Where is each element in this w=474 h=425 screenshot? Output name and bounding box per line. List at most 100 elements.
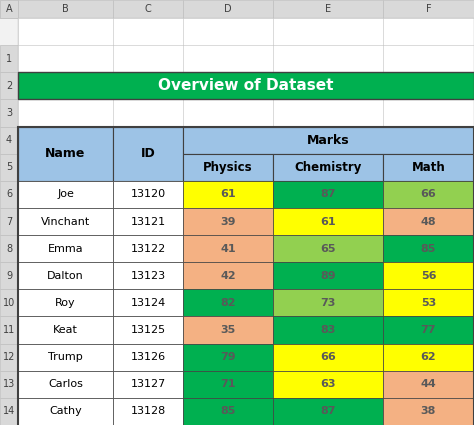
Text: 85: 85 bbox=[421, 244, 436, 254]
Text: 41: 41 bbox=[220, 244, 236, 254]
Bar bbox=[0, 235, 18, 262]
Bar bbox=[273, 343, 383, 371]
Bar bbox=[18, 343, 113, 371]
Bar bbox=[0, 371, 18, 398]
Bar bbox=[0, 72, 18, 99]
Bar bbox=[0, 0, 18, 18]
Text: 13: 13 bbox=[3, 379, 15, 389]
Text: 71: 71 bbox=[220, 379, 236, 389]
Text: 89: 89 bbox=[320, 271, 336, 281]
Text: Vinchant: Vinchant bbox=[41, 216, 90, 227]
Bar bbox=[18, 72, 474, 99]
Bar bbox=[383, 343, 474, 371]
Bar bbox=[183, 127, 474, 154]
Bar bbox=[183, 371, 273, 398]
Text: 35: 35 bbox=[220, 325, 236, 335]
Bar bbox=[183, 398, 273, 425]
Bar bbox=[273, 262, 383, 289]
Bar bbox=[113, 181, 183, 208]
Bar bbox=[0, 208, 18, 235]
Bar bbox=[183, 317, 273, 343]
Text: 10: 10 bbox=[3, 298, 15, 308]
Text: 53: 53 bbox=[421, 298, 436, 308]
Bar bbox=[0, 343, 18, 371]
Text: Dalton: Dalton bbox=[47, 271, 84, 281]
Text: 66: 66 bbox=[320, 352, 336, 362]
Text: Name: Name bbox=[46, 147, 86, 160]
Bar bbox=[273, 371, 383, 398]
Text: 62: 62 bbox=[421, 352, 436, 362]
Text: Keat: Keat bbox=[53, 325, 78, 335]
Bar bbox=[383, 371, 474, 398]
Bar bbox=[273, 398, 383, 425]
Bar bbox=[183, 208, 273, 235]
Text: 83: 83 bbox=[320, 325, 336, 335]
Text: 73: 73 bbox=[320, 298, 336, 308]
Bar bbox=[273, 181, 383, 208]
Text: 6: 6 bbox=[6, 190, 12, 199]
Text: 87: 87 bbox=[320, 406, 336, 416]
Bar bbox=[113, 371, 183, 398]
Text: 38: 38 bbox=[421, 406, 436, 416]
Bar bbox=[0, 99, 18, 127]
Text: 63: 63 bbox=[320, 379, 336, 389]
Bar bbox=[183, 235, 273, 262]
Bar bbox=[183, 0, 273, 18]
Text: 9: 9 bbox=[6, 271, 12, 281]
Text: F: F bbox=[426, 4, 431, 14]
Text: Chemistry: Chemistry bbox=[294, 161, 362, 174]
Text: E: E bbox=[325, 4, 331, 14]
Bar bbox=[383, 317, 474, 343]
Text: 61: 61 bbox=[320, 216, 336, 227]
Text: Trump: Trump bbox=[48, 352, 83, 362]
Bar bbox=[113, 235, 183, 262]
Bar bbox=[18, 398, 113, 425]
Text: Math: Math bbox=[411, 161, 446, 174]
Text: 12: 12 bbox=[3, 352, 15, 362]
Text: 13121: 13121 bbox=[130, 216, 165, 227]
Bar bbox=[383, 154, 474, 181]
Text: Cathy: Cathy bbox=[49, 406, 82, 416]
Bar bbox=[383, 262, 474, 289]
Bar bbox=[0, 181, 18, 208]
Bar bbox=[0, 398, 18, 425]
Text: Carlos: Carlos bbox=[48, 379, 83, 389]
Text: 14: 14 bbox=[3, 406, 15, 416]
Bar bbox=[273, 235, 383, 262]
Bar bbox=[18, 317, 113, 343]
Polygon shape bbox=[2, 2, 16, 16]
Bar bbox=[383, 0, 474, 18]
Bar bbox=[0, 127, 18, 154]
Bar bbox=[183, 154, 273, 181]
Text: 3: 3 bbox=[6, 108, 12, 118]
Bar bbox=[183, 343, 273, 371]
Text: 42: 42 bbox=[220, 271, 236, 281]
Bar bbox=[113, 262, 183, 289]
Bar bbox=[113, 127, 183, 181]
Text: 48: 48 bbox=[421, 216, 436, 227]
Bar bbox=[18, 127, 113, 181]
Text: 13128: 13128 bbox=[130, 406, 165, 416]
Text: 8: 8 bbox=[6, 244, 12, 254]
Text: 13120: 13120 bbox=[130, 190, 165, 199]
Bar bbox=[383, 181, 474, 208]
Bar bbox=[183, 181, 273, 208]
Bar bbox=[273, 208, 383, 235]
Bar bbox=[183, 289, 273, 317]
Bar bbox=[113, 343, 183, 371]
Text: 7: 7 bbox=[6, 216, 12, 227]
Text: Roy: Roy bbox=[55, 298, 76, 308]
Text: 44: 44 bbox=[420, 379, 437, 389]
Bar bbox=[0, 262, 18, 289]
Text: 65: 65 bbox=[320, 244, 336, 254]
Bar bbox=[113, 208, 183, 235]
Text: 13125: 13125 bbox=[130, 325, 165, 335]
Text: 66: 66 bbox=[420, 190, 437, 199]
Text: Marks: Marks bbox=[307, 133, 350, 147]
Bar bbox=[273, 289, 383, 317]
Text: 82: 82 bbox=[220, 298, 236, 308]
Bar bbox=[383, 208, 474, 235]
Text: 1: 1 bbox=[6, 54, 12, 64]
Bar bbox=[383, 235, 474, 262]
Text: 4: 4 bbox=[6, 135, 12, 145]
